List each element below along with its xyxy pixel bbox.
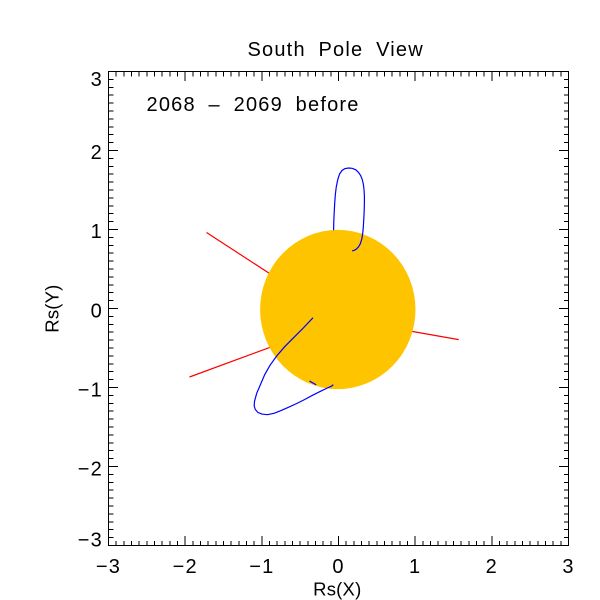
svg-text:−2: −2 bbox=[173, 556, 198, 578]
svg-text:2: 2 bbox=[91, 142, 103, 164]
svg-text:1: 1 bbox=[409, 556, 421, 578]
svg-text:−2: −2 bbox=[78, 458, 103, 480]
svg-text:3: 3 bbox=[91, 69, 103, 91]
svg-text:2: 2 bbox=[486, 556, 498, 578]
svg-text:−1: −1 bbox=[78, 379, 103, 401]
svg-text:0: 0 bbox=[91, 300, 103, 322]
svg-text:3: 3 bbox=[562, 556, 574, 578]
svg-text:2068 – 2069 before: 2068 – 2069 before bbox=[147, 94, 360, 116]
svg-text:Rs(X): Rs(X) bbox=[313, 579, 361, 600]
svg-text:−3: −3 bbox=[78, 530, 103, 552]
svg-text:1: 1 bbox=[91, 221, 103, 243]
svg-text:−1: −1 bbox=[249, 556, 274, 578]
svg-text:Rs(Y): Rs(Y) bbox=[42, 284, 63, 332]
svg-text:0: 0 bbox=[332, 556, 344, 578]
svg-text:−3: −3 bbox=[96, 556, 121, 578]
svg-text:South Pole View: South Pole View bbox=[248, 39, 424, 61]
